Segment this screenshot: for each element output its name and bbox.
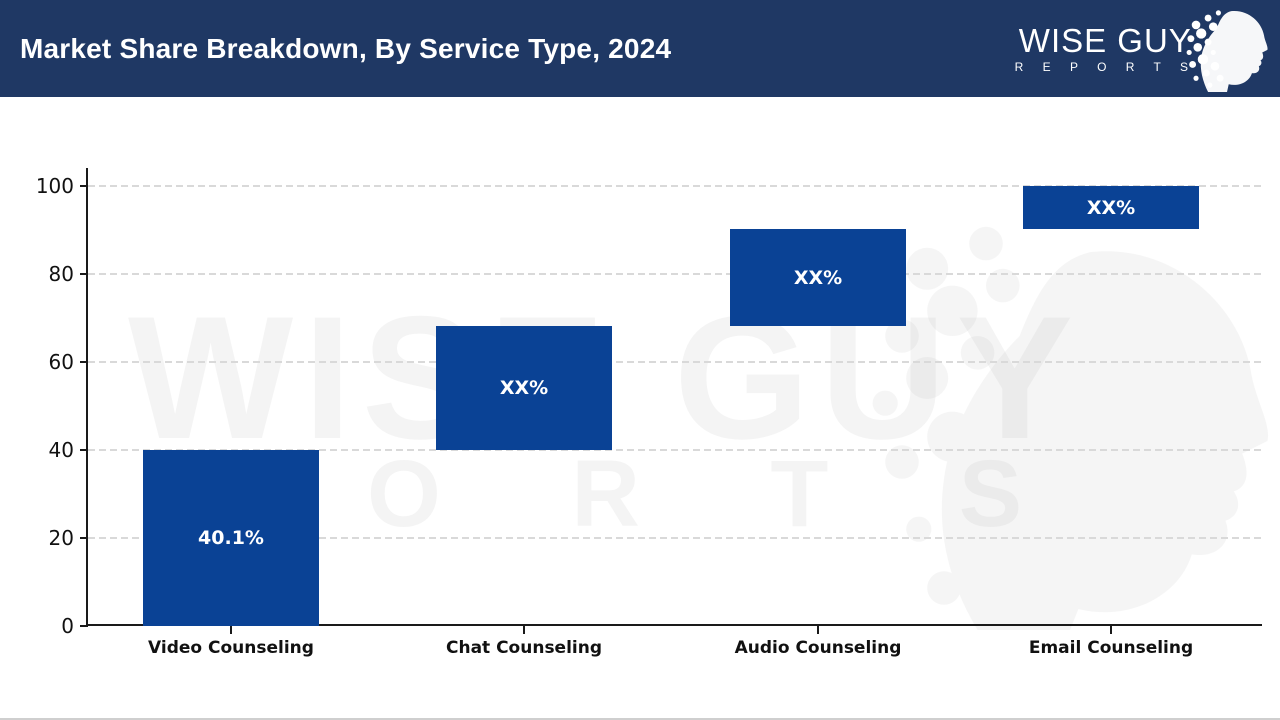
- y-tick-label: 100: [35, 174, 74, 198]
- y-tick-label: 0: [61, 614, 74, 638]
- bar-video-counseling: 40.1%: [143, 450, 319, 626]
- gridline: [88, 273, 1262, 275]
- brand-logo: WISE GUY R E P O R T S: [1010, 6, 1270, 92]
- bar-value-label: XX%: [793, 266, 843, 289]
- y-tick-label: 80: [48, 262, 74, 286]
- page-title: Market Share Breakdown, By Service Type,…: [20, 32, 672, 64]
- bar-value-label: 40.1%: [198, 527, 264, 549]
- x-tick-mark: [230, 626, 232, 634]
- y-axis-line: [86, 168, 88, 626]
- x-tick-mark: [523, 626, 525, 634]
- bar-email-counseling: XX%: [1023, 186, 1199, 229]
- y-tick-mark: [80, 449, 88, 451]
- x-category-label: Chat Counseling: [445, 638, 603, 658]
- bar-value-label: XX%: [499, 377, 549, 399]
- x-category-label: Audio Counseling: [734, 638, 902, 658]
- y-tick-label: 40: [48, 438, 74, 462]
- y-tick-mark: [80, 537, 88, 539]
- bar-chat-counseling: XX%: [436, 326, 612, 450]
- y-tick-label: 20: [48, 526, 74, 550]
- brand-head-icon: [1186, 10, 1268, 92]
- x-category-label: Video Counseling: [148, 638, 314, 658]
- gridline: [88, 185, 1262, 187]
- y-tick-label: 60: [48, 350, 74, 374]
- bar-value-label: XX%: [1086, 196, 1136, 219]
- x-category-label: Email Counseling: [1028, 638, 1194, 658]
- y-tick-mark: [80, 361, 88, 363]
- header-bar: Market Share Breakdown, By Service Type,…: [0, 0, 1280, 97]
- gridline: [88, 449, 1262, 451]
- brand-logo-subtitle: R E P O R T S: [1014, 60, 1196, 74]
- x-tick-mark: [1110, 626, 1112, 634]
- gridline: [88, 537, 1262, 539]
- bar-audio-counseling: XX%: [730, 229, 906, 326]
- y-tick-mark: [80, 625, 88, 627]
- gridline: [88, 361, 1262, 363]
- y-tick-mark: [80, 185, 88, 187]
- brand-logo-wordmark: WISE GUY: [1018, 22, 1192, 59]
- x-tick-mark: [817, 626, 819, 634]
- y-tick-mark: [80, 273, 88, 275]
- brand-logo-text: WISE GUY R E P O R T S: [1014, 22, 1196, 75]
- x-axis-line: [86, 624, 1262, 626]
